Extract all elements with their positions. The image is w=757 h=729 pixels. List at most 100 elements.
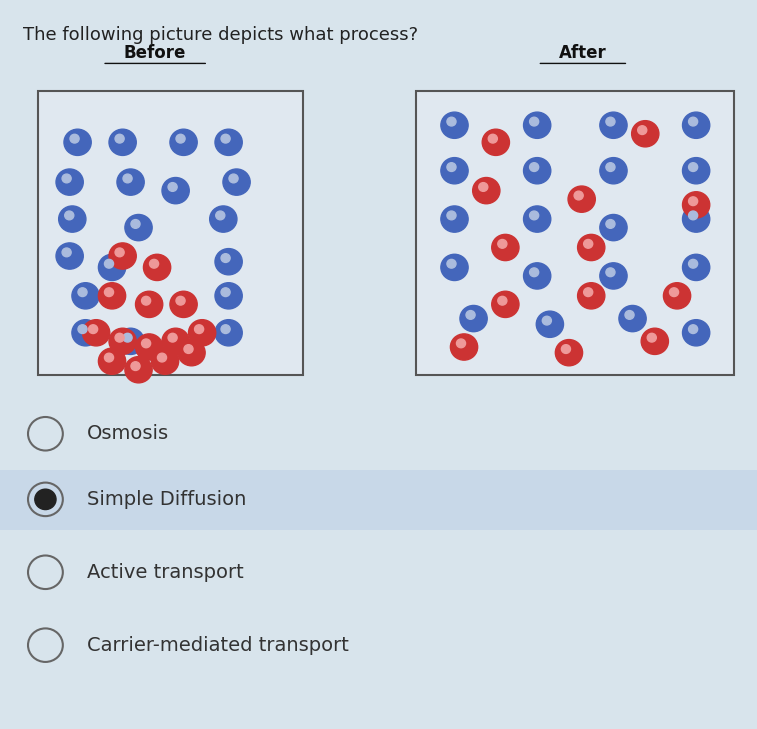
Circle shape — [441, 254, 468, 281]
Circle shape — [131, 219, 140, 228]
Circle shape — [89, 325, 98, 334]
Circle shape — [78, 288, 87, 297]
Circle shape — [56, 169, 83, 195]
Circle shape — [600, 214, 627, 241]
Circle shape — [170, 291, 198, 318]
Circle shape — [98, 283, 126, 309]
Circle shape — [542, 316, 551, 325]
Circle shape — [441, 206, 468, 233]
Circle shape — [530, 117, 539, 126]
Circle shape — [117, 169, 144, 195]
Circle shape — [157, 354, 167, 362]
Circle shape — [162, 178, 189, 204]
Circle shape — [70, 134, 79, 143]
Circle shape — [131, 362, 140, 370]
Circle shape — [35, 489, 56, 510]
Circle shape — [568, 186, 595, 212]
Circle shape — [556, 340, 583, 366]
Circle shape — [195, 325, 204, 334]
Circle shape — [221, 134, 230, 143]
Circle shape — [606, 268, 615, 277]
Circle shape — [478, 183, 488, 192]
Circle shape — [683, 206, 710, 233]
Circle shape — [125, 214, 152, 241]
Circle shape — [72, 283, 99, 309]
FancyBboxPatch shape — [0, 470, 757, 530]
Text: After: After — [559, 44, 607, 62]
Circle shape — [456, 339, 466, 348]
Circle shape — [125, 356, 152, 383]
FancyBboxPatch shape — [416, 91, 734, 375]
Circle shape — [536, 311, 563, 338]
Circle shape — [578, 283, 605, 309]
Circle shape — [498, 296, 507, 305]
Circle shape — [221, 288, 230, 297]
Circle shape — [168, 183, 177, 192]
Circle shape — [83, 319, 110, 346]
Circle shape — [683, 319, 710, 346]
Circle shape — [524, 206, 551, 233]
Circle shape — [447, 163, 456, 171]
Circle shape — [683, 192, 710, 218]
Circle shape — [109, 328, 136, 354]
Circle shape — [176, 296, 185, 305]
Circle shape — [447, 260, 456, 268]
Circle shape — [62, 248, 71, 257]
Circle shape — [223, 169, 250, 195]
Circle shape — [98, 348, 126, 375]
Circle shape — [104, 288, 114, 297]
Circle shape — [530, 211, 539, 220]
Circle shape — [530, 163, 539, 171]
Text: Before: Before — [124, 44, 186, 62]
Circle shape — [142, 296, 151, 305]
Circle shape — [59, 206, 86, 233]
Circle shape — [210, 206, 237, 233]
Circle shape — [184, 345, 193, 354]
Circle shape — [450, 334, 478, 360]
Circle shape — [144, 254, 171, 281]
Circle shape — [215, 249, 242, 275]
Circle shape — [72, 319, 99, 346]
Circle shape — [441, 157, 468, 184]
Circle shape — [447, 117, 456, 126]
Circle shape — [606, 219, 615, 228]
Circle shape — [466, 311, 475, 319]
Circle shape — [170, 129, 198, 155]
Circle shape — [606, 163, 615, 171]
Circle shape — [176, 134, 185, 143]
Circle shape — [117, 328, 144, 354]
Text: Simple Diffusion: Simple Diffusion — [87, 490, 247, 509]
Circle shape — [689, 211, 698, 220]
Circle shape — [168, 333, 177, 342]
Circle shape — [600, 157, 627, 184]
Circle shape — [115, 134, 124, 143]
Circle shape — [104, 354, 114, 362]
Circle shape — [123, 174, 132, 183]
Circle shape — [151, 348, 179, 375]
Circle shape — [584, 239, 593, 249]
Circle shape — [631, 121, 659, 147]
Circle shape — [65, 211, 74, 220]
Circle shape — [115, 248, 124, 257]
Circle shape — [498, 239, 507, 249]
Circle shape — [78, 325, 87, 334]
Circle shape — [136, 291, 163, 318]
Text: Osmosis: Osmosis — [87, 424, 169, 443]
Circle shape — [142, 339, 151, 348]
Circle shape — [123, 333, 132, 342]
Circle shape — [472, 178, 500, 204]
Circle shape — [578, 235, 605, 261]
Circle shape — [669, 288, 678, 297]
Circle shape — [109, 243, 136, 269]
FancyBboxPatch shape — [38, 91, 303, 375]
Circle shape — [104, 260, 114, 268]
Circle shape — [606, 117, 615, 126]
Circle shape — [683, 254, 710, 281]
Circle shape — [625, 311, 634, 319]
Text: Active transport: Active transport — [87, 563, 244, 582]
Circle shape — [524, 112, 551, 139]
Circle shape — [150, 260, 159, 268]
Circle shape — [663, 283, 690, 309]
Circle shape — [689, 197, 698, 206]
Circle shape — [215, 319, 242, 346]
